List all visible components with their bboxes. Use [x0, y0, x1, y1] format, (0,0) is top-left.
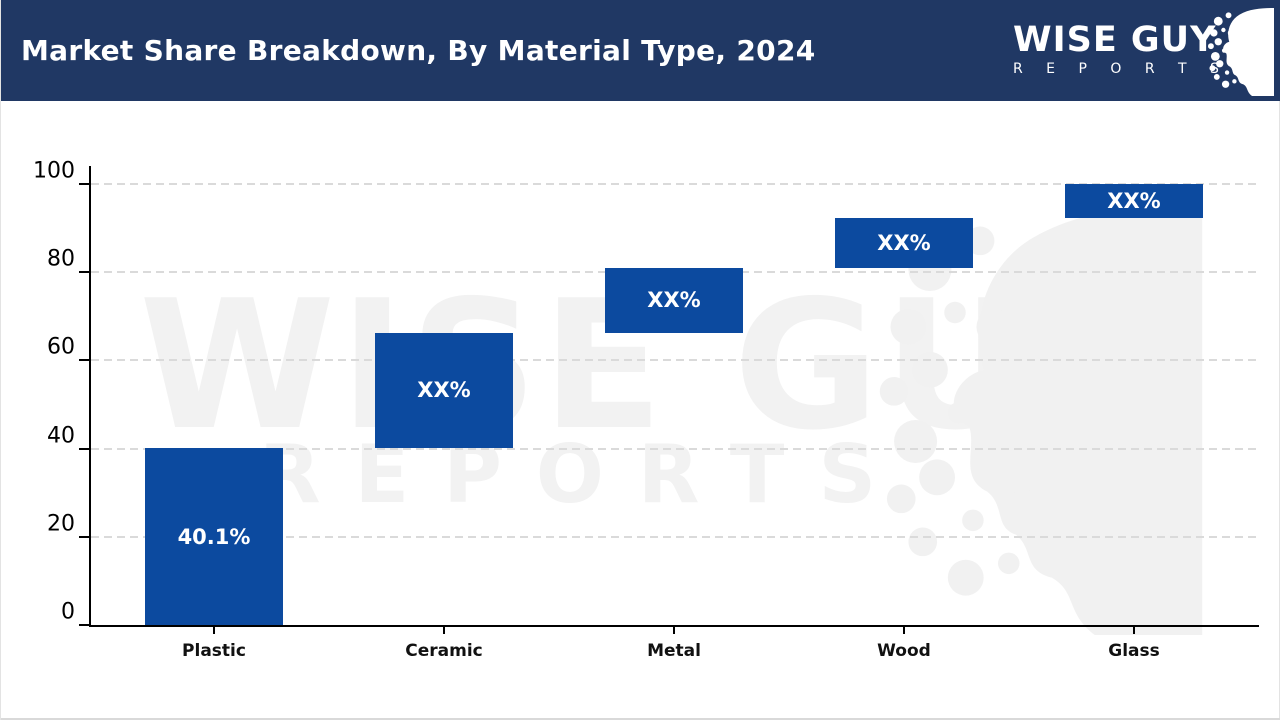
y-axis-tick-label-80: 80 — [47, 246, 75, 272]
x-tick-mark-ceramic — [443, 627, 445, 634]
face-profile-icon — [1208, 8, 1274, 96]
y-tick-mark-100 — [79, 182, 89, 185]
y-axis-tick-label-60: 60 — [47, 334, 75, 360]
x-tick-mark-glass — [1133, 627, 1135, 634]
bar-value-label-glass: XX% — [1107, 189, 1161, 214]
gridline-100 — [91, 182, 1259, 185]
bar-value-label-ceramic: XX% — [417, 378, 471, 403]
bottom-border — [1, 718, 1280, 720]
logo-wiseguy-text: WISE GUY — [1013, 20, 1217, 60]
y-tick-mark-40 — [79, 447, 89, 450]
watermark-reports-text: REPORTS — [259, 428, 911, 521]
bar-metal: XX% — [605, 267, 743, 333]
header: Market Share Breakdown, By Material Type… — [1, 0, 1280, 101]
y-axis-tick-label-40: 40 — [47, 423, 75, 449]
y-axis-tick-label-0: 0 — [61, 599, 75, 625]
bar-wood: XX% — [835, 218, 973, 268]
bar-value-label-wood: XX% — [877, 230, 931, 255]
brand-logo: WISE GUY R E P O R T S — [1013, 8, 1274, 96]
x-tick-mark-plastic — [213, 627, 215, 634]
y-tick-mark-0 — [79, 624, 89, 626]
gridline-40 — [91, 447, 1259, 450]
x-axis-label-wood: Wood — [877, 641, 931, 661]
y-tick-mark-20 — [79, 535, 89, 538]
plot-area: 0 20 40 60 80 100 40.1% Plastic XX% Ceramic XX% Met… — [33, 158, 1259, 661]
y-tick-mark-80 — [79, 271, 89, 274]
y-tick-mark-60 — [79, 359, 89, 362]
bar-plastic: 40.1% — [145, 448, 283, 625]
y-axis-tick-label-100: 100 — [33, 158, 75, 184]
x-axis-label-glass: Glass — [1108, 641, 1160, 661]
x-tick-mark-wood — [903, 627, 905, 634]
watermark-face-icon — [879, 205, 1203, 635]
page-title: Market Share Breakdown, By Material Type… — [21, 34, 816, 67]
bar-value-label-plastic: 40.1% — [177, 524, 251, 549]
bar-ceramic: XX% — [375, 332, 513, 449]
x-tick-mark-metal — [673, 627, 675, 634]
bar-value-label-metal: XX% — [647, 288, 701, 313]
gridline-20 — [91, 535, 1259, 538]
x-axis-label-plastic: Plastic — [182, 641, 246, 661]
gridline-60 — [91, 359, 1259, 362]
bar-glass: XX% — [1065, 183, 1203, 219]
y-axis-tick-label-20: 20 — [47, 511, 75, 537]
x-axis-label-metal: Metal — [647, 641, 701, 661]
x-axis-label-ceramic: Ceramic — [405, 641, 483, 661]
logo-reports-text: R E P O R T S — [1013, 60, 1229, 77]
